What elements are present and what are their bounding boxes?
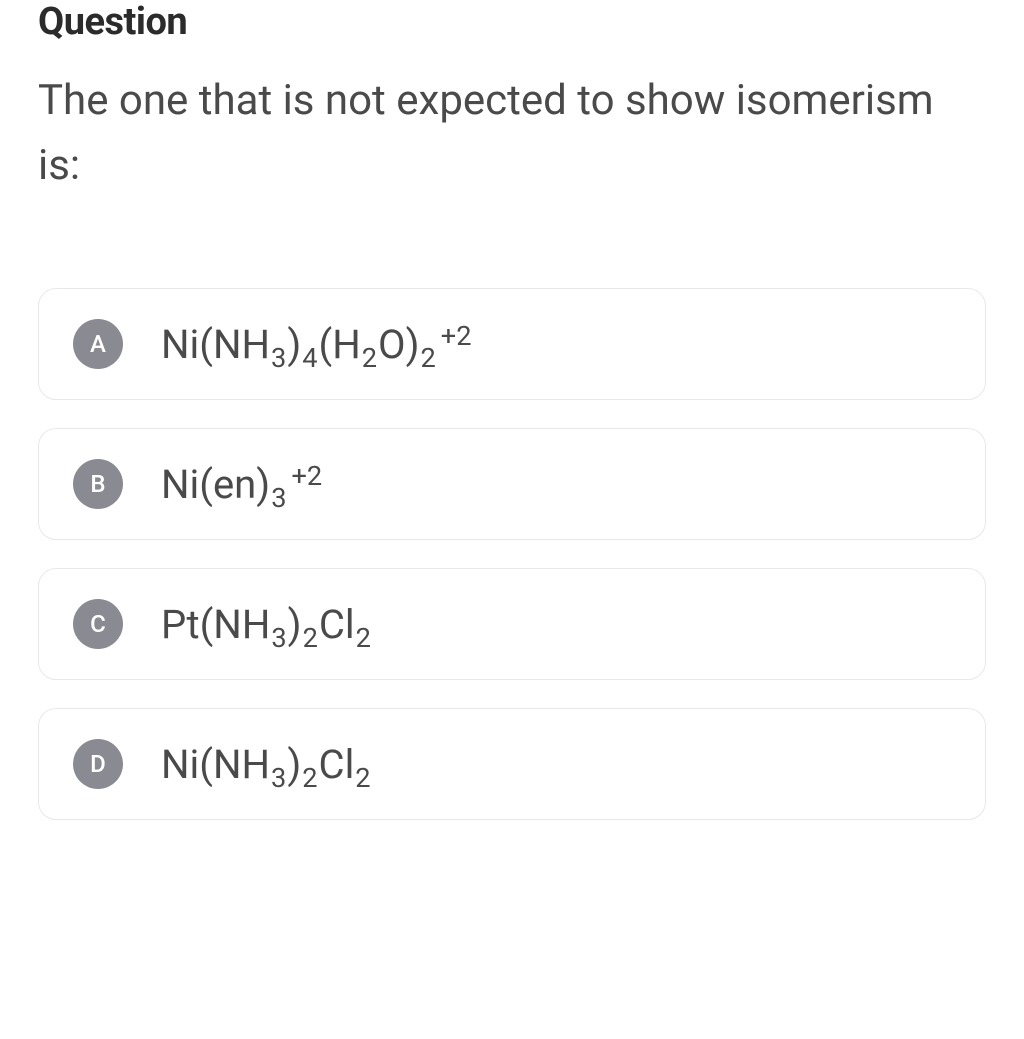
option-formula: Ni(en)3+2: [161, 461, 322, 508]
question-heading: Question: [38, 0, 986, 44]
option-c[interactable]: C Pt(NH3 )2 Cl2: [38, 568, 986, 680]
option-b[interactable]: B Ni(en)3+2: [38, 428, 986, 540]
option-formula: Ni(NH3 )2 Cl2: [161, 741, 372, 788]
option-a[interactable]: A Ni(NH3 )4 (H2 O)2+2: [38, 288, 986, 400]
option-letter: D: [73, 739, 123, 789]
options-container: A Ni(NH3 )4 (H2 O)2+2 B Ni(en)3+2 C Pt(N…: [38, 288, 986, 820]
option-letter: B: [73, 459, 123, 509]
option-letter: A: [73, 319, 123, 369]
option-formula: Ni(NH3 )4 (H2 O)2+2: [161, 321, 472, 368]
option-d[interactable]: D Ni(NH3 )2 Cl2: [38, 708, 986, 820]
option-letter: C: [73, 599, 123, 649]
option-formula: Pt(NH3 )2 Cl2: [161, 601, 372, 648]
question-text: The one that is not expected to show iso…: [38, 68, 986, 198]
